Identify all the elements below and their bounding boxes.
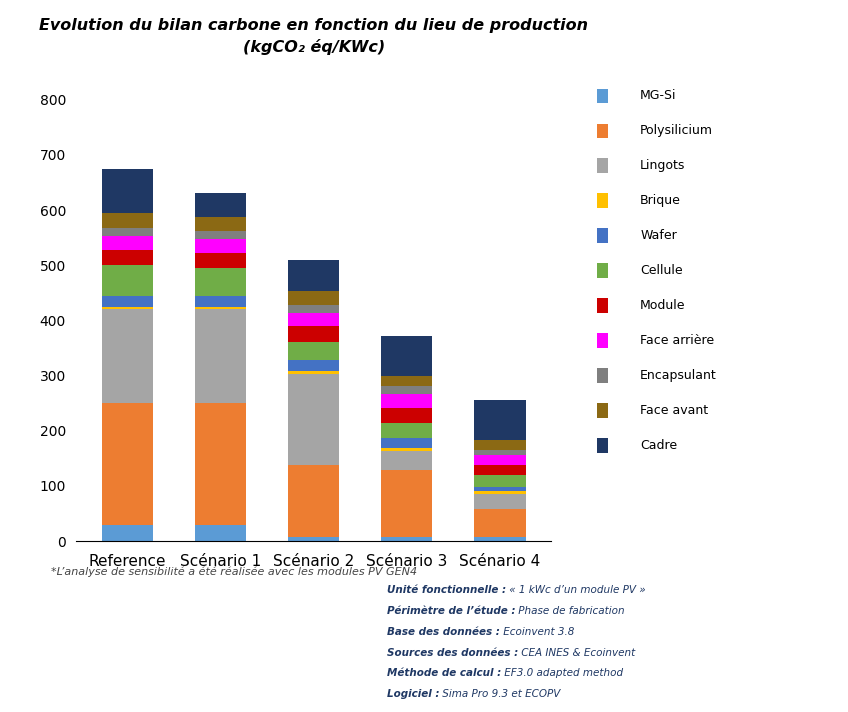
Bar	[195, 231, 246, 239]
Bar	[382, 449, 432, 451]
Bar	[102, 169, 153, 213]
Text: Méthode de calcul :: Méthode de calcul :	[387, 669, 501, 679]
Bar	[474, 455, 526, 465]
Text: Brique: Brique	[640, 194, 681, 207]
Bar	[474, 493, 526, 509]
Bar	[288, 260, 339, 291]
Bar	[195, 253, 246, 268]
Bar	[195, 525, 246, 541]
Text: Ecoinvent 3.8: Ecoinvent 3.8	[499, 627, 574, 637]
Text: Face avant: Face avant	[640, 404, 708, 417]
Bar	[195, 194, 246, 217]
Bar	[288, 342, 339, 360]
Bar	[382, 394, 432, 407]
Bar	[597, 438, 608, 453]
Bar	[597, 333, 608, 347]
Bar	[102, 310, 153, 403]
Text: MG-Si: MG-Si	[640, 89, 677, 103]
Bar	[382, 471, 432, 537]
Text: *L’analyse de sensibilité a été réalisée avec les modules PV GEN4: *L’analyse de sensibilité a été réalisée…	[51, 566, 417, 577]
Bar	[382, 451, 432, 471]
Bar	[195, 295, 246, 307]
Bar	[474, 491, 526, 493]
Text: Lingots: Lingots	[640, 159, 686, 172]
Text: EF3.0 adapted method: EF3.0 adapted method	[501, 669, 623, 679]
Text: Wafer: Wafer	[640, 229, 677, 242]
Bar	[102, 403, 153, 525]
Bar	[474, 400, 526, 439]
Text: Encapsulant: Encapsulant	[640, 369, 717, 382]
Text: CEA INES & Ecoinvent: CEA INES & Ecoinvent	[518, 647, 635, 657]
Bar	[382, 336, 432, 376]
Bar	[288, 313, 339, 327]
Bar	[195, 239, 246, 253]
Text: Périmètre de l’étude :: Périmètre de l’étude :	[387, 606, 516, 616]
Bar	[474, 475, 526, 487]
Bar	[195, 307, 246, 310]
Bar	[195, 310, 246, 403]
Bar	[597, 194, 608, 208]
Bar	[474, 487, 526, 491]
Bar	[102, 213, 153, 229]
Bar	[597, 124, 608, 138]
Text: Base des données :: Base des données :	[387, 627, 499, 637]
Text: Cadre: Cadre	[640, 439, 678, 452]
Bar	[195, 217, 246, 231]
Bar	[288, 291, 339, 305]
Bar	[382, 376, 432, 386]
Text: Cellule: Cellule	[640, 264, 683, 277]
Bar	[597, 159, 608, 173]
Text: Face arrière: Face arrière	[640, 334, 714, 347]
Text: Evolution du bilan carbone en fonction du lieu de production: Evolution du bilan carbone en fonction d…	[39, 18, 589, 33]
Text: Polysilicium: Polysilicium	[640, 125, 713, 137]
Text: Module: Module	[640, 299, 686, 312]
Bar	[102, 525, 153, 541]
Bar	[195, 403, 246, 525]
Bar	[382, 537, 432, 541]
Bar	[288, 327, 339, 342]
Text: Sima Pro 9.3 et ECOPV: Sima Pro 9.3 et ECOPV	[439, 689, 561, 699]
Bar	[474, 537, 526, 541]
Bar	[288, 537, 339, 541]
Bar	[288, 465, 339, 537]
Bar	[102, 295, 153, 307]
Bar	[597, 403, 608, 417]
Bar	[102, 307, 153, 310]
Text: Logiciel :: Logiciel :	[387, 689, 439, 699]
Bar	[382, 439, 432, 449]
Text: « 1 kWc d’un module PV »: « 1 kWc d’un module PV »	[506, 585, 645, 595]
Bar	[597, 88, 608, 103]
Bar	[597, 298, 608, 313]
Bar	[102, 236, 153, 250]
Bar	[474, 439, 526, 449]
Text: (kgCO₂ éq/KWc): (kgCO₂ éq/KWc)	[243, 39, 385, 55]
Bar	[382, 386, 432, 394]
Bar	[102, 229, 153, 236]
Bar	[474, 465, 526, 475]
Bar	[597, 368, 608, 382]
Bar	[474, 509, 526, 537]
Text: Phase de fabrication: Phase de fabrication	[516, 606, 625, 616]
Bar	[382, 407, 432, 423]
Bar	[382, 423, 432, 439]
Bar	[195, 268, 246, 295]
Bar	[474, 449, 526, 455]
Bar	[102, 266, 153, 295]
Bar	[288, 360, 339, 371]
Bar	[102, 250, 153, 266]
Bar	[288, 371, 339, 374]
Bar	[597, 263, 608, 278]
Bar	[288, 305, 339, 313]
Text: Sources des données :: Sources des données :	[387, 647, 518, 657]
Bar	[597, 229, 608, 243]
Bar	[288, 374, 339, 465]
Text: Unité fonctionnelle :: Unité fonctionnelle :	[387, 585, 506, 595]
